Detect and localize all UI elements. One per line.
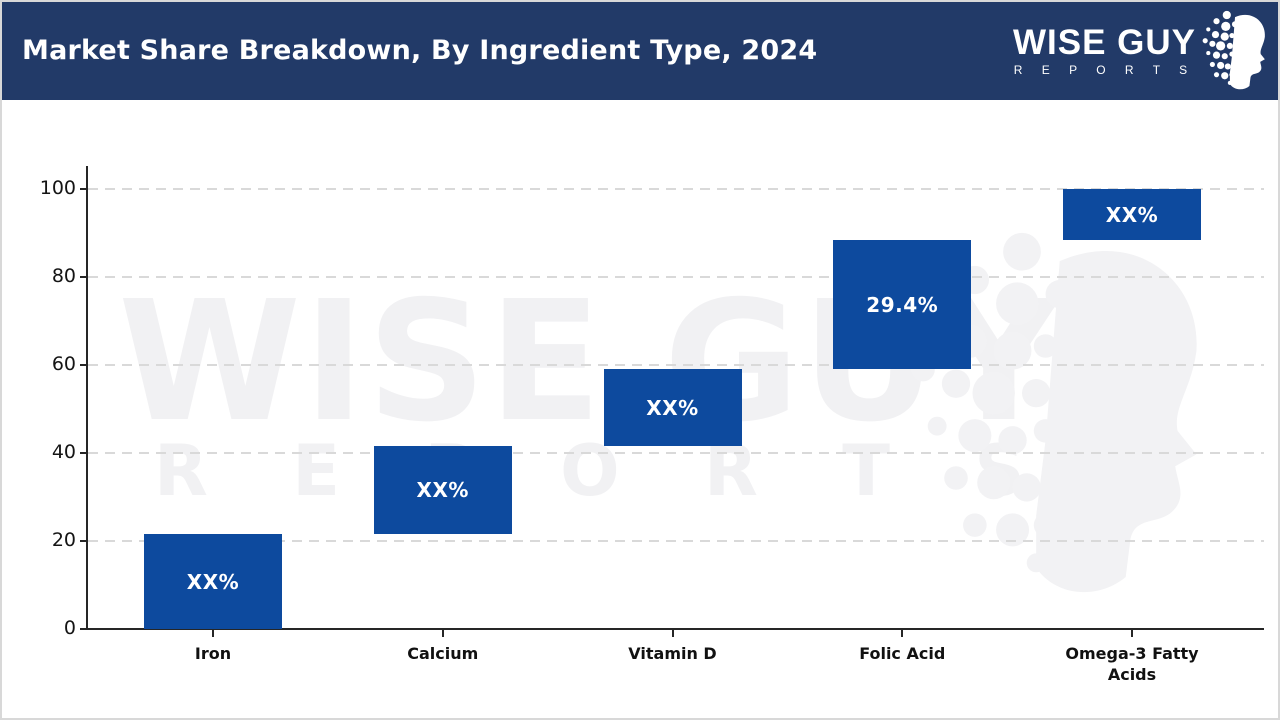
gridline-40	[88, 452, 1264, 454]
x-tick-mark	[441, 629, 444, 637]
y-tick-label: 100	[39, 177, 76, 199]
bar-omega-3-fatty-acids: XX%	[1063, 189, 1201, 241]
bar-value-label: 29.4%	[866, 292, 939, 317]
x-tick-mark	[212, 629, 214, 637]
bar-vitamin-d: XX%	[603, 369, 742, 447]
gridline-80	[88, 276, 1264, 278]
y-tick-mark	[80, 452, 88, 454]
y-tick-label: 0	[63, 617, 76, 639]
y-tick-label: 80	[51, 265, 76, 287]
bar-value-label: XX%	[416, 478, 469, 503]
gridline-20	[88, 540, 1264, 542]
header-bar: Market Share Breakdown, By Ingredient Ty…	[2, 2, 1278, 100]
bar-value-label: XX%	[1105, 202, 1159, 227]
x-axis-line	[86, 628, 1264, 630]
x-axis-label-calcium: Calcium	[407, 644, 479, 663]
y-tick-label: 60	[51, 353, 76, 375]
wiseguy-head-icon	[1202, 10, 1265, 90]
y-tick-mark	[80, 364, 88, 366]
bar-iron: XX%	[144, 534, 282, 629]
bar-folic-acid: 29.4%	[833, 240, 972, 370]
y-tick-mark	[80, 628, 88, 630]
y-tick-mark	[80, 540, 88, 542]
watermark-subtitle: R E P O R T S	[154, 430, 1055, 512]
x-axis-label-omega-3-fatty-acids: Omega-3 Fatty Acids	[1065, 644, 1199, 684]
x-axis-label-folic-acid: Folic Acid	[859, 644, 946, 663]
x-axis-label-vitamin-d: Vitamin D	[628, 644, 717, 663]
brand-wordmark: WISE GUY R E P O R T S	[1013, 25, 1196, 76]
bar-calcium: XX%	[373, 446, 512, 535]
bar-value-label: XX%	[186, 569, 240, 594]
brand-logo: WISE GUY R E P O R T S	[1013, 8, 1270, 92]
gridline-100	[88, 188, 1264, 190]
brand-name-text: WISE GUY	[1012, 22, 1196, 62]
y-tick-mark	[80, 188, 88, 190]
y-axis-line	[86, 166, 88, 630]
chart-title: Market Share Breakdown, By Ingredient Ty…	[22, 34, 818, 66]
y-tick-label: 40	[51, 441, 76, 463]
bar-value-label: XX%	[646, 395, 699, 420]
gridline-60	[88, 364, 1264, 366]
y-tick-label: 20	[51, 529, 76, 551]
x-axis-label-iron: Iron	[194, 644, 232, 663]
brand-subtitle-text: R E P O R T S	[1013, 62, 1196, 77]
x-tick-mark	[1131, 629, 1133, 637]
x-tick-mark	[671, 629, 674, 637]
y-tick-mark	[80, 276, 88, 278]
x-tick-mark	[901, 629, 904, 637]
